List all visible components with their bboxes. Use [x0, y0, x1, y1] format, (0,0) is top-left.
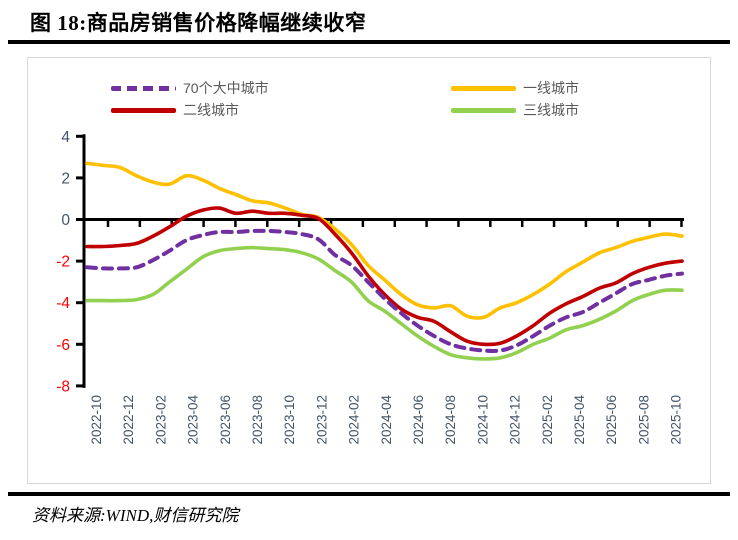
legend-item-tier1: 一线城市 [451, 77, 579, 99]
x-tick-label: 2023-06 [218, 395, 233, 445]
x-tick-label: 2025-08 [636, 395, 651, 445]
x-tick-label: 2022-10 [89, 395, 104, 445]
y-tick-label: 4 [61, 129, 70, 146]
figure-title: 图 18:商品房销售价格降幅继续收窄 [30, 11, 367, 35]
x-tick-label: 2024-02 [347, 395, 362, 445]
x-tick-label: 2025-06 [604, 395, 619, 445]
x-tick-label: 2023-10 [282, 395, 297, 445]
legend-item-70-cities: 70个大中城市 [111, 77, 269, 99]
price-trend-line-chart: 4 2 0 -2 -4 -6 -8 2022-10 2022-12 2023-02 2023-04 2… [56, 129, 684, 445]
x-tick-label: 2024-04 [379, 395, 394, 445]
x-tick-label: 2024-10 [475, 395, 490, 445]
y-tick-label: -6 [56, 337, 70, 354]
legend-label: 二线城市 [183, 102, 239, 118]
series-line-三线城市 [85, 245, 684, 361]
dashed-line-swatch-icon [111, 85, 176, 91]
solid-line-swatch-icon [111, 107, 176, 113]
legend-label: 三线城市 [523, 102, 579, 118]
y-tick-label: -4 [56, 295, 70, 312]
chart-panel: 70个大中城市 一线城市 二线城市 三线城市 4 2 0 -2 -4 -6 -8 2022-1… [27, 57, 711, 484]
solid-line-swatch-icon [451, 85, 516, 91]
top-divider [8, 40, 730, 44]
bottom-divider [8, 492, 730, 496]
y-tick-label: 2 [61, 170, 70, 187]
y-tick-label: 0 [61, 212, 70, 229]
x-tick-label: 2023-12 [314, 395, 329, 445]
x-tick-label: 2024-12 [508, 395, 523, 445]
solid-line-swatch-icon [451, 107, 516, 113]
series-line-二线城市 [85, 206, 684, 347]
x-tick-label: 2023-02 [153, 395, 168, 445]
x-tick-label: 2025-02 [540, 395, 555, 445]
x-tick-label: 2025-10 [669, 395, 684, 445]
source-note: 资料来源:WIND,财信研究院 [32, 506, 239, 525]
x-tick-label: 2024-06 [411, 395, 426, 445]
y-tick-label: -2 [56, 254, 70, 271]
y-tick-label: -8 [56, 378, 70, 395]
x-tick-label: 2023-04 [186, 395, 201, 445]
x-tick-label: 2023-08 [250, 395, 265, 445]
legend-label: 70个大中城市 [183, 80, 269, 96]
legend-label: 一线城市 [523, 80, 579, 96]
legend-item-tier3: 三线城市 [451, 99, 579, 121]
legend-item-tier2: 二线城市 [111, 99, 239, 121]
series-line-70个大中城市 [85, 228, 684, 354]
x-tick-label: 2022-12 [121, 395, 136, 445]
x-tick-label: 2025-04 [572, 395, 587, 445]
x-tick-label: 2024-08 [443, 395, 458, 445]
series-line-一线城市 [85, 161, 684, 320]
